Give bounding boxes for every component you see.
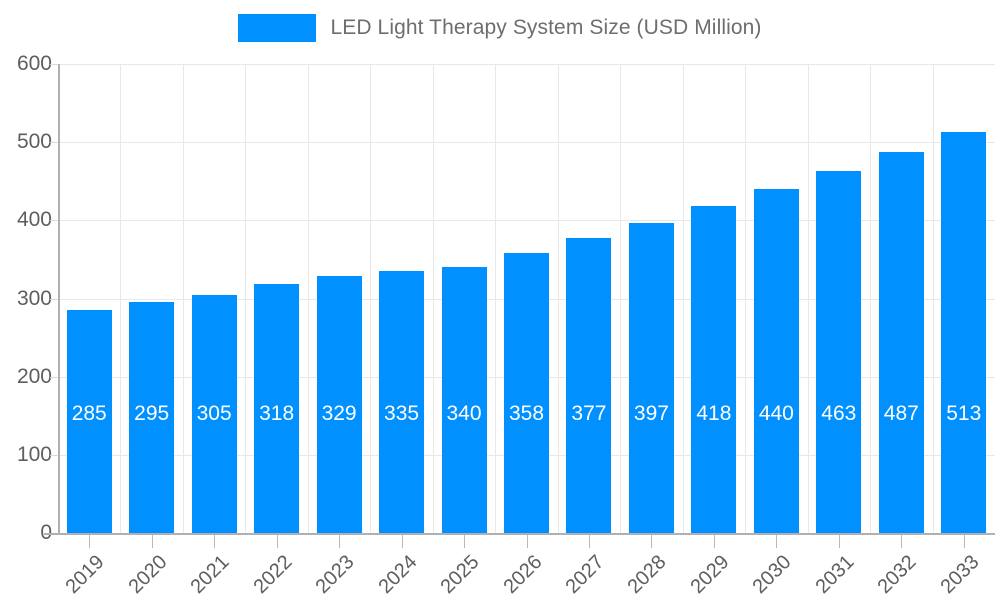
y-axis-tick-label: 100 xyxy=(16,442,52,466)
bar-value-label: 358 xyxy=(508,402,545,425)
bar-value-label: 295 xyxy=(134,402,170,425)
x-axis-tick-label: 2031 xyxy=(811,551,859,599)
x-axis-tick-mark xyxy=(651,535,652,548)
x-axis-tick-label: 2025 xyxy=(436,551,484,599)
y-axis-tick-mark xyxy=(50,220,58,222)
bar-value-label: 397 xyxy=(633,402,669,425)
x-axis-tick-mark xyxy=(402,535,403,548)
y-axis-tick-label: 500 xyxy=(16,130,52,154)
x-axis-tick-label: 2032 xyxy=(873,551,921,599)
gridline-vertical xyxy=(870,64,871,533)
y-axis-tick-label: 300 xyxy=(16,286,52,310)
bar[interactable]: 295 xyxy=(129,302,175,533)
gridline-vertical xyxy=(558,64,559,533)
gridline-horizontal xyxy=(58,142,995,144)
x-axis-tick-mark xyxy=(714,535,715,548)
bar-value-label: 463 xyxy=(821,402,857,425)
gridline-vertical xyxy=(245,64,246,533)
bar-value-label: 285 xyxy=(71,402,107,425)
gridline-vertical xyxy=(495,64,496,533)
y-axis-tick-label: 400 xyxy=(16,208,52,232)
x-axis-tick-mark xyxy=(214,535,215,548)
bar-value-label: 418 xyxy=(696,402,732,425)
x-axis-tick-label: 2020 xyxy=(124,551,172,599)
gridline-horizontal xyxy=(58,220,995,222)
gridline-vertical xyxy=(370,64,371,533)
bar-value-label: 513 xyxy=(946,402,982,425)
bar[interactable]: 513 xyxy=(941,132,987,533)
gridline-vertical xyxy=(308,64,309,533)
gridline-horizontal xyxy=(58,64,995,65)
y-axis-tick-label: 0 xyxy=(4,521,52,545)
gridline-vertical xyxy=(683,64,684,533)
bar[interactable]: 285 xyxy=(66,310,112,533)
x-axis-tick-label: 2029 xyxy=(686,551,734,599)
x-axis-tick-label: 2024 xyxy=(374,551,422,599)
gridline-vertical xyxy=(745,64,746,533)
x-axis-tick-mark xyxy=(464,535,465,548)
x-axis-tick-label: 2028 xyxy=(623,551,671,599)
gridline-vertical xyxy=(808,64,809,533)
bar[interactable]: 463 xyxy=(816,171,862,533)
x-axis-tick-mark xyxy=(527,535,528,548)
legend-label[interactable]: LED Light Therapy System Size (USD Milli… xyxy=(330,16,762,39)
x-axis-tick-label: 2030 xyxy=(748,551,796,599)
legend-color-swatch[interactable] xyxy=(238,14,317,42)
bar[interactable]: 377 xyxy=(566,238,612,533)
x-axis-tick-mark xyxy=(964,535,965,548)
y-axis-tick-mark xyxy=(50,376,58,378)
x-axis-tick-mark xyxy=(89,535,90,548)
x-axis-tick-label: 2033 xyxy=(936,551,984,599)
bar-value-label: 329 xyxy=(321,402,357,425)
x-axis-tick-mark xyxy=(839,535,840,548)
bar-value-label: 440 xyxy=(758,402,794,425)
bar[interactable]: 487 xyxy=(878,152,924,533)
bar[interactable]: 340 xyxy=(441,267,487,533)
x-axis-tick-label: 2027 xyxy=(561,551,609,599)
bar[interactable]: 329 xyxy=(316,275,362,533)
chart-legend: LED Light Therapy System Size (USD Milli… xyxy=(0,14,1000,42)
bar-value-label: 377 xyxy=(571,402,607,425)
x-axis-tick-mark xyxy=(339,535,340,548)
bar[interactable]: 318 xyxy=(254,284,300,533)
y-axis-tick-mark xyxy=(50,298,58,300)
x-axis-tick-label: 2022 xyxy=(249,551,297,599)
y-axis-tick-label: 600 xyxy=(16,52,52,75)
bar-value-label: 318 xyxy=(259,402,295,425)
bar[interactable]: 358 xyxy=(504,253,549,533)
y-axis-tick-labels: 0 100 200 300 400 500 600 xyxy=(0,0,58,600)
x-axis-tick-label: 2026 xyxy=(499,551,547,599)
y-axis-tick-mark xyxy=(50,64,58,65)
x-axis-tick-label: 2019 xyxy=(61,551,109,599)
x-axis-tick-mark xyxy=(901,535,902,548)
gridline-vertical xyxy=(120,64,121,533)
gridline-vertical xyxy=(433,64,434,533)
gridline-vertical xyxy=(933,64,934,533)
bar[interactable]: 397 xyxy=(628,222,674,533)
bar[interactable]: 418 xyxy=(691,206,737,533)
bar-value-label: 487 xyxy=(883,402,919,425)
plot-area: 285 295 305 318 329 335 340 358 377 397 418 440 463 4… xyxy=(58,64,995,533)
bar-value-label: 340 xyxy=(446,402,482,425)
x-axis-tick-label: 2021 xyxy=(186,551,234,599)
bar[interactable]: 440 xyxy=(753,189,799,533)
bar-value-label: 335 xyxy=(384,402,420,425)
x-axis-line xyxy=(44,533,995,535)
y-axis-tick-mark xyxy=(50,454,58,456)
x-axis-tick-mark xyxy=(152,535,153,548)
x-axis-tick-mark xyxy=(776,535,777,548)
gridline-vertical xyxy=(620,64,621,533)
gridline-vertical xyxy=(183,64,184,533)
y-axis-tick-mark xyxy=(50,142,58,144)
bar[interactable]: 335 xyxy=(379,271,425,533)
bar-value-label: 305 xyxy=(196,402,232,425)
x-axis-tick-mark xyxy=(589,535,590,548)
y-axis-line xyxy=(58,64,60,534)
y-axis-tick-label: 200 xyxy=(16,364,52,388)
x-axis-tick-label: 2023 xyxy=(311,551,359,599)
bar[interactable]: 305 xyxy=(191,294,237,533)
x-axis-tick-mark xyxy=(277,535,278,548)
